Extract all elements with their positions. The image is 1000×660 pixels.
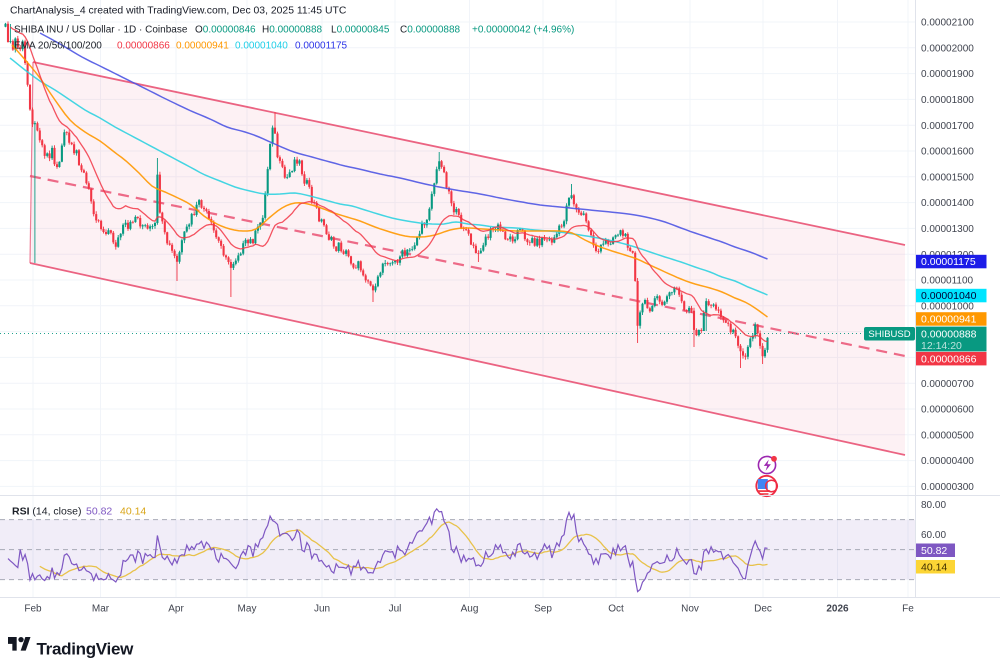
svg-text:0.00000700: 0.00000700 — [921, 379, 974, 390]
svg-text:0.00000866: 0.00000866 — [117, 41, 170, 52]
svg-text:0.00001175: 0.00001175 — [921, 256, 976, 268]
svg-text:Oct: Oct — [608, 604, 624, 615]
svg-text:40.14: 40.14 — [921, 562, 947, 574]
svg-text:SHIBA INU / US Dollar · 1D · C: SHIBA INU / US Dollar · 1D · Coinbase — [14, 25, 188, 36]
svg-text:EMA 20/50/100/200: EMA 20/50/100/200 — [14, 41, 102, 52]
svg-text:+0.00000042 (+4.96%): +0.00000042 (+4.96%) — [472, 25, 574, 36]
svg-text:May: May — [238, 604, 257, 615]
svg-text:0.00000600: 0.00000600 — [921, 405, 974, 416]
svg-text:40.14: 40.14 — [120, 506, 146, 518]
svg-text:RSI (14, close): RSI (14, close) — [12, 506, 81, 518]
svg-text:L0.00000845: L0.00000845 — [331, 25, 390, 36]
svg-text:0.00000400: 0.00000400 — [921, 456, 974, 467]
svg-text:Dec: Dec — [754, 604, 772, 615]
svg-text:12:14:20: 12:14:20 — [921, 340, 962, 352]
svg-text:ChartAnalysis_4 created with T: ChartAnalysis_4 created with TradingView… — [10, 6, 347, 17]
svg-text:0.00001100: 0.00001100 — [921, 276, 974, 287]
svg-text:Mar: Mar — [92, 604, 110, 615]
svg-text:0.00000888: 0.00000888 — [921, 328, 977, 340]
svg-text:2026: 2026 — [826, 604, 849, 615]
svg-text:O0.00000846: O0.00000846 — [195, 25, 256, 36]
svg-text:0.00000866: 0.00000866 — [921, 353, 977, 365]
svg-text:Nov: Nov — [681, 604, 699, 615]
svg-text:Fe: Fe — [902, 604, 914, 615]
svg-text:0.00000300: 0.00000300 — [921, 482, 974, 493]
svg-text:0.00000941: 0.00000941 — [921, 314, 977, 326]
svg-text:0.00002100: 0.00002100 — [921, 18, 974, 29]
svg-text:50.82: 50.82 — [86, 506, 112, 518]
svg-text:0.00000500: 0.00000500 — [921, 430, 974, 441]
svg-text:0.00001800: 0.00001800 — [921, 95, 974, 106]
svg-text:Aug: Aug — [461, 604, 479, 615]
svg-text:0.00001040: 0.00001040 — [235, 41, 288, 52]
svg-text:Jul: Jul — [389, 604, 402, 615]
svg-text:TradingView: TradingView — [37, 640, 135, 659]
svg-text:Jun: Jun — [314, 604, 330, 615]
svg-text:Apr: Apr — [168, 604, 184, 615]
svg-text:60.00: 60.00 — [921, 530, 946, 541]
svg-text:0.00001175: 0.00001175 — [295, 41, 348, 52]
svg-text:80.00: 80.00 — [921, 500, 946, 511]
svg-text:SHIBUSD: SHIBUSD — [868, 329, 910, 340]
svg-text:0.00001000: 0.00001000 — [921, 301, 974, 312]
svg-text:Sep: Sep — [534, 604, 552, 615]
svg-text:H0.00000888: H0.00000888 — [262, 25, 323, 36]
svg-text:0.00001900: 0.00001900 — [921, 69, 974, 80]
svg-text:0.00001600: 0.00001600 — [921, 147, 974, 158]
svg-text:0.00000941: 0.00000941 — [176, 41, 229, 52]
svg-text:0.00001500: 0.00001500 — [921, 172, 974, 183]
svg-text:0.00001040: 0.00001040 — [921, 290, 977, 302]
svg-text:0.00001700: 0.00001700 — [921, 121, 974, 132]
svg-text:C0.00000888: C0.00000888 — [400, 25, 461, 36]
svg-text:0.00001400: 0.00001400 — [921, 198, 974, 209]
svg-text:0.00002000: 0.00002000 — [921, 43, 974, 54]
svg-text:50.82: 50.82 — [921, 545, 947, 557]
svg-text:Feb: Feb — [24, 604, 42, 615]
svg-text:0.00001300: 0.00001300 — [921, 224, 974, 235]
